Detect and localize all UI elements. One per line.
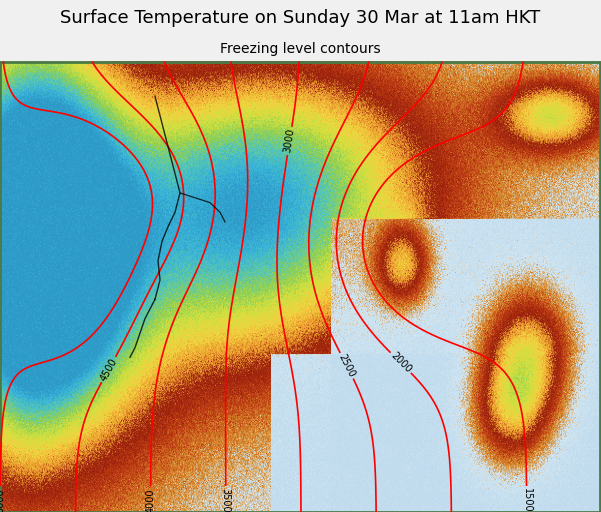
Text: 2000: 2000: [388, 351, 413, 375]
Text: 5000: 5000: [0, 488, 5, 512]
Text: 4000: 4000: [145, 488, 156, 512]
Text: Surface Temperature on Sunday 30 Mar at 11am HKT: Surface Temperature on Sunday 30 Mar at …: [60, 9, 541, 28]
Text: 1500: 1500: [522, 488, 532, 512]
Text: Freezing level contours: Freezing level contours: [220, 42, 381, 56]
Text: 3000: 3000: [283, 128, 296, 154]
Text: 3500: 3500: [221, 488, 231, 512]
Text: 2500: 2500: [337, 352, 357, 379]
Text: 4500: 4500: [99, 356, 119, 383]
